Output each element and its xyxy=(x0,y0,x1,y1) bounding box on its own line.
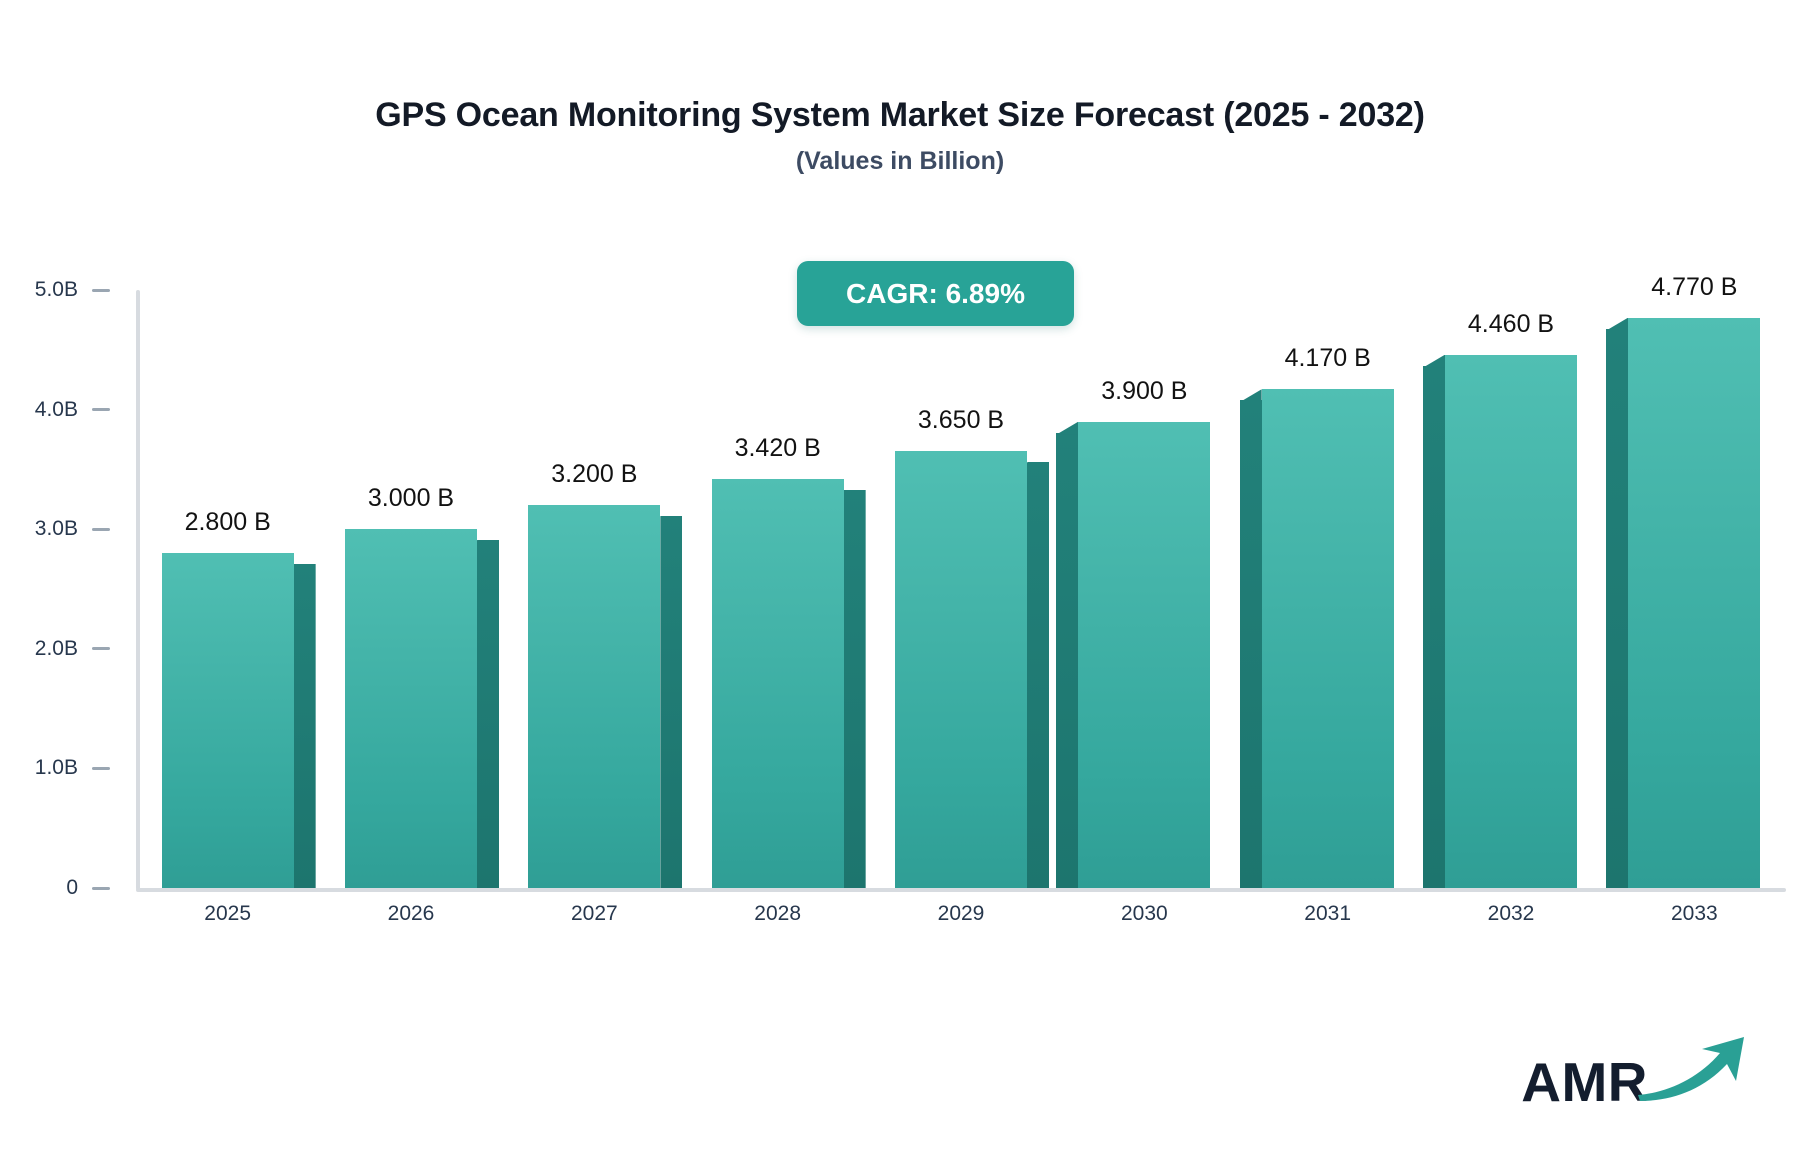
x-axis-label: 2029 xyxy=(937,902,985,925)
bar-column: 4.460 B xyxy=(1423,290,1577,888)
bar-side-face xyxy=(477,540,499,888)
x-axis-label: 2028 xyxy=(754,902,802,925)
bar-column: 3.420 B xyxy=(711,290,866,888)
chart-subtitle: (Values in Billion) xyxy=(795,147,1005,175)
bar-front-face xyxy=(345,529,477,888)
bar-side-face xyxy=(293,564,316,888)
y-axis-line xyxy=(136,290,140,890)
bar-side-face xyxy=(660,516,683,888)
bar xyxy=(1056,421,1211,888)
y-axis-tick-mark xyxy=(92,647,110,651)
bar-side-face xyxy=(1056,432,1079,888)
y-axis-tick-mark xyxy=(92,766,110,770)
bar-column: 4.770 B xyxy=(1606,273,1761,888)
bar-side-face xyxy=(843,489,866,888)
bar xyxy=(345,529,499,888)
y-axis-tick-mark xyxy=(92,288,110,292)
bar xyxy=(895,451,1049,888)
bar-front-face xyxy=(1078,421,1211,888)
cagr-badge: CAGR: 6.89% xyxy=(797,261,1074,326)
bar-front-face xyxy=(895,451,1027,888)
x-axis-label: 2030 xyxy=(1120,902,1168,925)
y-axis-tick: 5.0B xyxy=(34,278,110,301)
y-axis-tick-mark xyxy=(92,886,110,890)
y-axis-tick-mark xyxy=(92,527,110,531)
amr-logo: AMR xyxy=(1521,1035,1752,1110)
y-axis-tick-label: 5.0B xyxy=(34,278,78,301)
y-axis-tick-label: 0 xyxy=(66,876,78,899)
cagr-badge-label: CAGR: 6.89% xyxy=(846,277,1025,309)
x-axis-label: 2031 xyxy=(1304,902,1352,925)
bar-front-face xyxy=(528,505,661,888)
growth-arrow-icon xyxy=(1632,1035,1752,1106)
bar-value-label: 4.770 B xyxy=(1651,272,1738,301)
bar xyxy=(1239,389,1394,888)
bar xyxy=(161,553,316,888)
x-axis-label: 2026 xyxy=(387,902,435,925)
bar-front-face xyxy=(1628,317,1761,888)
bar-value-label: 2.800 B xyxy=(184,508,271,537)
bar-series: 2.800 B 3.000 B 3.200 B 3.420 B 3.650 B 3.900… xyxy=(136,273,1786,888)
bar-side-face xyxy=(1606,328,1629,888)
bar-column: 2.800 B xyxy=(161,290,316,888)
bar-value-label: 3.900 B xyxy=(1101,376,1188,405)
bar xyxy=(1423,354,1577,888)
bar-front-face xyxy=(1261,389,1394,888)
bar-side-face xyxy=(1423,365,1445,888)
bar-column: 3.000 B xyxy=(345,290,499,888)
y-axis-tick-label: 3.0B xyxy=(34,517,78,541)
y-axis-tick: 3.0B xyxy=(34,517,110,541)
y-axis-tick: 1.0B xyxy=(34,756,110,780)
bar xyxy=(711,478,866,888)
x-axis-label: 2033 xyxy=(1670,902,1718,925)
y-axis-tick: 4.0B xyxy=(34,397,110,421)
x-axis-line xyxy=(136,888,1786,892)
y-axis-tick: 0 xyxy=(66,876,110,899)
bar xyxy=(528,505,683,888)
bar xyxy=(1606,317,1761,888)
bar-front-face xyxy=(1445,354,1577,888)
x-axis-label: 2027 xyxy=(570,902,618,925)
y-axis-tick: 2.0B xyxy=(34,636,110,660)
bar-side-face xyxy=(1027,462,1049,888)
bar-column: 3.650 B xyxy=(895,290,1049,888)
bar-value-label: 3.650 B xyxy=(917,406,1005,435)
bar-value-label: 3.420 B xyxy=(734,433,821,462)
bar-column: 3.900 B xyxy=(1056,290,1211,888)
x-axis-label: 2032 xyxy=(1487,902,1535,925)
bar-value-label: 4.170 B xyxy=(1284,344,1371,373)
bar-front-face xyxy=(161,553,294,888)
x-axis-label: 2025 xyxy=(204,902,252,925)
amr-logo-text: AMR xyxy=(1521,1051,1648,1113)
bar-value-label: 4.460 B xyxy=(1467,309,1555,338)
bar-column: 4.170 B xyxy=(1239,290,1394,888)
y-axis-tick-label: 4.0B xyxy=(34,397,78,421)
y-axis-tick-label: 2.0B xyxy=(34,636,78,660)
bar-value-label: 3.200 B xyxy=(551,460,638,489)
y-axis-tick-label: 1.0B xyxy=(34,756,78,780)
bar-side-face xyxy=(1239,400,1262,888)
chart-title: GPS Ocean Monitoring System Market Size … xyxy=(375,96,1425,134)
y-axis-tick-mark xyxy=(92,408,110,412)
bar-front-face xyxy=(711,478,844,888)
bar-value-label: 3.000 B xyxy=(367,484,455,513)
bar-column: 3.200 B xyxy=(528,290,683,888)
